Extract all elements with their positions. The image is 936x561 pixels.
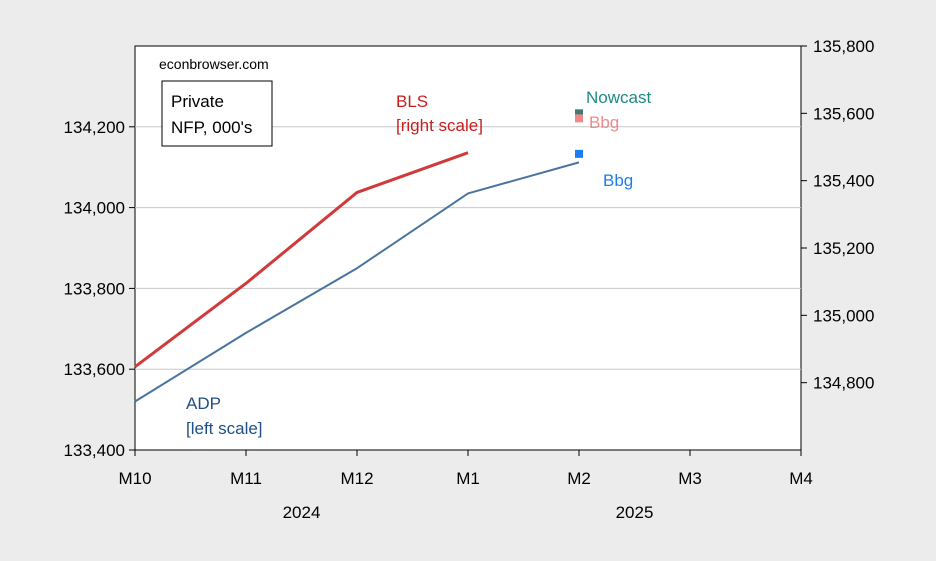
point-marker-bbg-left — [575, 149, 583, 158]
legend-box: Private NFP, 000's — [161, 80, 273, 147]
x-tick-label: M12 — [340, 469, 373, 488]
right-tick-label: 135,400 — [813, 172, 874, 191]
x-tick-label: M4 — [789, 469, 813, 488]
x-tick-label: M11 — [230, 469, 262, 488]
bls-annotation: BLS [right scale] — [396, 92, 483, 135]
left-tick-label: 133,800 — [64, 279, 125, 298]
year-label: 2025 — [616, 503, 654, 522]
left-tick-label: 134,200 — [64, 118, 125, 137]
bls-label-line-2: [right scale] — [396, 116, 483, 135]
left-tick-label: 133,600 — [64, 360, 125, 379]
series-layer — [134, 151, 580, 403]
left-tick-label: 133,400 — [64, 441, 125, 460]
point-marker-bbg-right — [575, 114, 583, 123]
x-tick-label: M1 — [456, 469, 480, 488]
points-layer — [575, 109, 583, 158]
right-tick-label: 135,800 — [813, 37, 874, 56]
nowcast-label: Nowcast — [586, 88, 651, 107]
source-note: econbrowser.com — [159, 56, 269, 72]
right-tick-label: 135,200 — [813, 239, 874, 258]
adp-label-line-2: [left scale] — [186, 419, 263, 438]
left-tick-label: 134,000 — [64, 199, 125, 218]
bbg-left-label: Bbg — [603, 171, 633, 190]
x-tick-label: M10 — [118, 469, 151, 488]
adp-annotation: ADP [left scale] — [186, 394, 263, 438]
x-tick-label: M2 — [567, 469, 591, 488]
legend-line-2: NFP, 000's — [171, 118, 252, 137]
right-tick-label: 135,600 — [813, 104, 874, 123]
right-tick-label: 135,000 — [813, 306, 874, 325]
bbg-right-label: Bbg — [589, 113, 619, 132]
year-label: 2024 — [283, 503, 321, 522]
gridlines — [135, 126, 801, 370]
point-marker-nowcast-right — [575, 109, 583, 118]
series-line-adp — [134, 161, 580, 403]
adp-label-line-1: ADP — [186, 394, 221, 413]
legend-frame — [161, 80, 273, 147]
x-tick-label: M3 — [678, 469, 702, 488]
right-tick-label: 134,800 — [813, 374, 874, 393]
legend-line-1: Private — [171, 92, 224, 111]
axes: 133,400 133,600 133,800 134,000 134,200 134,8… — [64, 37, 875, 522]
series-line-bls — [134, 151, 469, 369]
bls-label-line-1: BLS — [396, 92, 428, 111]
